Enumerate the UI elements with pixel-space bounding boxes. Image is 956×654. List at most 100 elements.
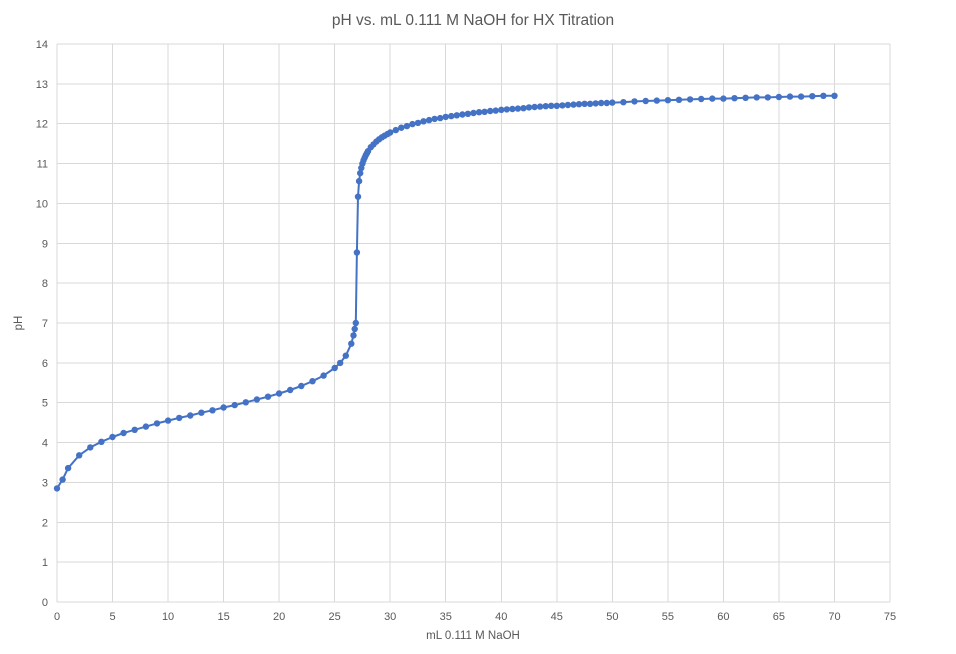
- y-tick-label: 7: [42, 318, 48, 330]
- data-point: [653, 97, 660, 104]
- data-point: [351, 325, 358, 333]
- x-tick-label: 20: [273, 611, 285, 623]
- data-point: [342, 352, 349, 359]
- data-point: [354, 193, 362, 200]
- data-point: [797, 93, 805, 100]
- data-point: [264, 393, 272, 400]
- data-point: [357, 169, 364, 177]
- data-point: [120, 429, 127, 437]
- y-axis-title: pH: [13, 316, 25, 331]
- y-tick-label: 0: [42, 597, 48, 609]
- x-tick-label: 0: [54, 611, 60, 623]
- y-tick-label: 3: [42, 477, 48, 489]
- x-tick-label: 60: [717, 611, 729, 623]
- data-point: [220, 404, 227, 411]
- data-point: [414, 119, 422, 127]
- x-tick-label: 40: [495, 611, 507, 623]
- data-point: [176, 414, 183, 422]
- data-point: [820, 92, 827, 100]
- data-point: [498, 106, 505, 114]
- data-point: [603, 99, 610, 107]
- data-point: [309, 378, 316, 385]
- data-point: [686, 96, 694, 103]
- data-point: [581, 100, 588, 108]
- data-point: [487, 107, 494, 115]
- data-point: [392, 126, 399, 134]
- x-tick-label: 65: [773, 611, 785, 623]
- data-point: [403, 122, 411, 130]
- data-point: [253, 396, 261, 403]
- data-point: [564, 101, 572, 109]
- y-tick-label: 13: [36, 79, 48, 91]
- x-tick-label: 15: [217, 611, 229, 623]
- x-tick-label: 45: [551, 611, 563, 623]
- data-point: [559, 102, 566, 109]
- data-point: [753, 94, 760, 101]
- gridlines: [56, 43, 891, 603]
- data-point: [431, 115, 438, 123]
- data-point: [475, 109, 483, 116]
- data-point: [620, 99, 627, 106]
- data-point: [209, 407, 216, 414]
- x-tick-label: 35: [440, 611, 452, 623]
- data-point: [698, 95, 705, 103]
- data-point: [387, 129, 394, 136]
- chart-title: pH vs. mL 0.111 M NaOH for HX Titration: [332, 12, 614, 29]
- data-point: [598, 99, 605, 107]
- data-point: [164, 417, 172, 424]
- y-tick-label: 6: [42, 358, 48, 370]
- data-point: [664, 97, 672, 104]
- y-tick-label: 2: [42, 517, 48, 529]
- data-point: [459, 111, 466, 118]
- y-tick-label: 10: [36, 198, 48, 210]
- data-point: [786, 93, 794, 100]
- data-point: [298, 382, 305, 390]
- data-point: [503, 106, 510, 113]
- data-point: [355, 177, 363, 185]
- data-point: [53, 485, 61, 492]
- y-tick-label: 11: [37, 159, 48, 171]
- data-point: [425, 116, 433, 124]
- data-point: [98, 438, 105, 445]
- data-point: [831, 92, 838, 100]
- data-point: [87, 444, 94, 451]
- data-point: [464, 110, 472, 118]
- data-point: [109, 433, 116, 441]
- data-point: [570, 101, 577, 108]
- data-point: [709, 95, 716, 102]
- x-tick-label: 25: [329, 611, 341, 623]
- data-point: [531, 103, 538, 111]
- data-point: [453, 112, 460, 119]
- data-point: [592, 100, 599, 107]
- data-point: [350, 332, 357, 339]
- data-point: [153, 420, 161, 427]
- data-point: [198, 409, 205, 416]
- data-point: [809, 93, 816, 100]
- data-point: [348, 340, 355, 347]
- data-point: [720, 95, 727, 102]
- data-point: [642, 97, 649, 105]
- y-tick-label: 5: [42, 398, 48, 410]
- data-point: [231, 401, 238, 409]
- data-point: [409, 120, 416, 128]
- y-tick-label: 8: [42, 278, 48, 290]
- data-point: [731, 95, 738, 102]
- x-tick-label: 30: [384, 611, 396, 623]
- data-point: [536, 103, 544, 110]
- data-point: [631, 98, 638, 105]
- data-point: [542, 103, 549, 110]
- data-point: [287, 386, 294, 394]
- data-point: [420, 118, 427, 125]
- data-point: [548, 102, 555, 110]
- data-point: [442, 113, 449, 121]
- data-point: [352, 319, 359, 327]
- data-point: [353, 249, 361, 256]
- tick-labels: 0 5 10 15 20 25 30 35 40 45 50 55 60 65 70 750123456789…: [36, 39, 896, 623]
- data-point: [575, 101, 583, 108]
- data-point: [514, 105, 522, 112]
- data-point: [553, 102, 560, 110]
- data-point: [448, 112, 455, 120]
- data-point: [275, 390, 283, 397]
